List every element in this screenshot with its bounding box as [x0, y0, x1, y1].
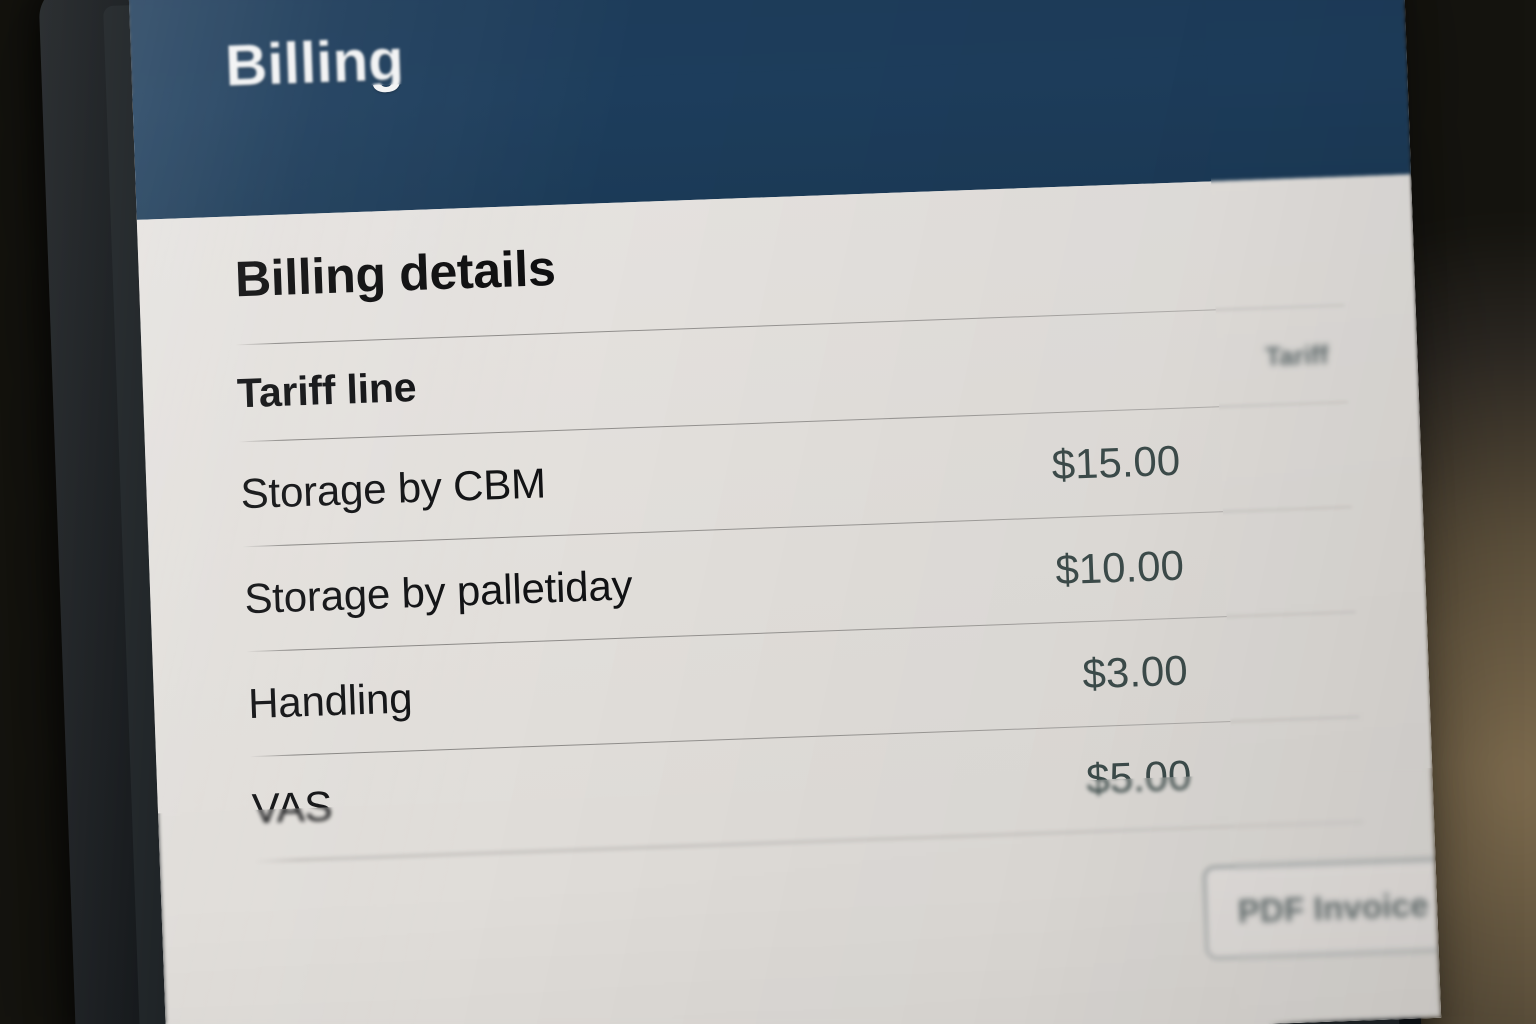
page-title: Billing	[224, 27, 406, 99]
row-extra	[1191, 769, 1361, 775]
column-header-amount-spacer	[937, 360, 1177, 369]
billing-content-panel: Billing details Tariff line Tariff Stora…	[136, 174, 1442, 1024]
row-label: Handling	[247, 674, 414, 728]
billing-table: Tariff line Tariff Storage by CBM $15.00…	[235, 304, 1442, 961]
row-label: VAS	[251, 782, 334, 833]
row-extra	[1188, 664, 1358, 670]
row-amount: $3.00	[1081, 646, 1189, 698]
row-amount: $5.00	[1085, 751, 1193, 803]
column-header-secondary: Tariff	[1264, 338, 1329, 372]
pdf-invoice-button[interactable]: PDF Invoice	[1202, 856, 1442, 961]
column-header-tariff-line: Tariff line	[236, 363, 418, 416]
row-extra	[1184, 560, 1354, 566]
row-label: Storage by palletiday	[243, 561, 634, 623]
row-amount: $15.00	[1050, 436, 1181, 489]
row-extra	[1180, 455, 1350, 461]
device-screen: Billing Billing details Tariff line Tari…	[128, 0, 1442, 1024]
section-heading: Billing details	[233, 239, 557, 308]
row-label: Storage by CBM	[239, 459, 547, 518]
row-amount: $10.00	[1054, 541, 1185, 594]
